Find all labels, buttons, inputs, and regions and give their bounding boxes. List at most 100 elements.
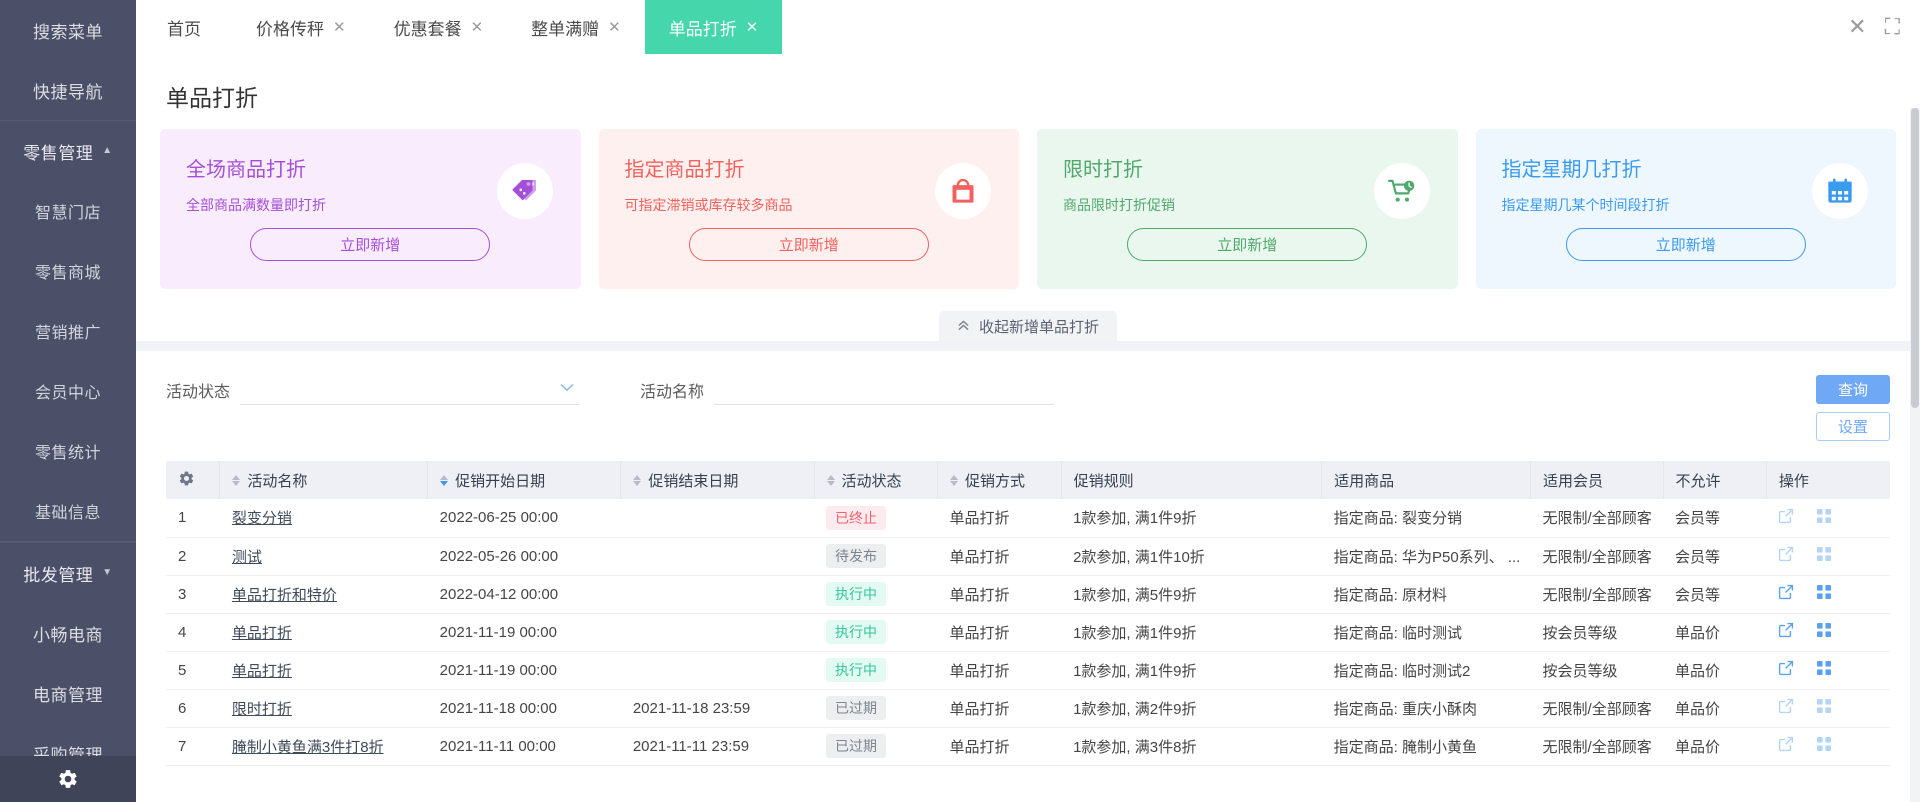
row-activity-name[interactable]: 裂变分销 bbox=[231, 510, 292, 528]
card-add-button[interactable]: 立即新增 bbox=[1565, 228, 1806, 261]
tab-3[interactable]: 整单满赠 ✕ bbox=[507, 0, 645, 54]
row-method: 单品打折 bbox=[937, 613, 1062, 652]
row-activity-name[interactable]: 单品打折和特价 bbox=[231, 586, 337, 604]
promotion-card-0: 全场商品打折 全部商品满数量即打折 立即新增 bbox=[160, 129, 581, 289]
tab-close-icon[interactable]: ✕ bbox=[745, 19, 759, 36]
sort-icon[interactable] bbox=[440, 474, 449, 486]
sidebar-item-retail-management[interactable]: 零售管理 ▲ bbox=[0, 121, 136, 181]
table-row[interactable]: 5 单品打折 2021-11-19 00:00 执行中 单品打折 1款参加, 满1件9折指… bbox=[166, 651, 1890, 690]
card-add-button[interactable]: 立即新增 bbox=[250, 228, 491, 261]
table-header-促销开始日期[interactable]: 促销开始日期 bbox=[427, 461, 622, 499]
promotion-card-1: 指定商品打折 可指定滞销或库存较多商品 立即新增 bbox=[598, 129, 1019, 289]
gear-icon[interactable] bbox=[178, 471, 195, 491]
row-operations bbox=[1778, 736, 1878, 756]
filter-name-input[interactable] bbox=[714, 375, 1055, 405]
main-area: 首页 价格传秤 ✕ 优惠套餐 ✕ 整单满赠 ✕ 单品打折 ✕ ✕ ⛶ 单品打折 全场商品打折 全部… bbox=[136, 0, 1920, 802]
row-operations bbox=[1778, 622, 1878, 642]
sidebar-divider bbox=[0, 541, 136, 542]
card-add-button[interactable]: 立即新增 bbox=[1127, 228, 1368, 261]
external-link-icon[interactable] bbox=[1778, 584, 1794, 604]
sidebar-item-basic-info[interactable]: 基础信息 bbox=[0, 481, 136, 541]
qrcode-icon[interactable] bbox=[1816, 546, 1832, 566]
page-title: 单品打折 bbox=[166, 85, 258, 111]
table-row[interactable]: 7 腌制小黄鱼满3件打8折 2021-11-11 00:00 2021-11-11 2… bbox=[166, 727, 1890, 766]
tab-0[interactable]: 首页 bbox=[136, 0, 232, 54]
row-activity-name[interactable]: 腌制小黄鱼满3件打8折 bbox=[231, 738, 384, 756]
filter-status-select[interactable] bbox=[240, 375, 581, 405]
external-link-icon[interactable] bbox=[1778, 622, 1794, 642]
tab-close-icon[interactable]: ✕ bbox=[470, 19, 484, 36]
table-row[interactable]: 2 测试 2022-05-26 00:00 待发布 单品打折 2款参加, 满1件10折 指定… bbox=[166, 537, 1890, 576]
settings-button[interactable]: 设置 bbox=[1816, 412, 1890, 441]
row-end-date bbox=[620, 575, 815, 614]
tab-close-icon[interactable]: ✕ bbox=[333, 19, 346, 36]
external-link-icon[interactable] bbox=[1778, 660, 1794, 680]
sidebar-item-xiaochang-ecommerce[interactable]: 小畅电商 bbox=[0, 603, 136, 663]
qrcode-icon[interactable] bbox=[1816, 698, 1832, 718]
sidebar-item-wholesale-management[interactable]: 批发管理 ▼ bbox=[0, 543, 136, 603]
row-end-date bbox=[620, 613, 815, 652]
cart-clock-icon bbox=[1373, 163, 1430, 219]
sidebar-item-retail-mall[interactable]: 零售商城 bbox=[0, 241, 136, 301]
sidebar-item-smart-store[interactable]: 智慧门店 bbox=[0, 181, 136, 241]
page-scrollbar-thumb[interactable] bbox=[1911, 108, 1919, 408]
row-activity-name[interactable]: 测试 bbox=[231, 548, 262, 566]
sidebar-item-quick-nav[interactable]: 快捷导航 bbox=[0, 60, 136, 120]
tab-4[interactable]: 单品打折 ✕ bbox=[644, 0, 783, 54]
external-link-icon[interactable] bbox=[1778, 546, 1794, 566]
row-method: 单品打折 bbox=[937, 499, 1062, 538]
table-row[interactable]: 4 单品打折 2021-11-19 00:00 执行中 单品打折 1款参加, 满1件9折指… bbox=[166, 613, 1890, 652]
row-activity-name[interactable]: 限时打折 bbox=[231, 700, 292, 718]
table-header-settings bbox=[166, 461, 221, 499]
tab-2[interactable]: 优惠套餐 ✕ bbox=[370, 0, 508, 54]
sidebar-item-marketing-promotion[interactable]: 营销推广 bbox=[0, 301, 136, 361]
table-row[interactable]: 3 单品打折和特价 2022-04-12 00:00 执行中 单品打折 1款参加, 满5件… bbox=[166, 575, 1890, 614]
page-scrollbar[interactable] bbox=[1910, 108, 1920, 802]
qrcode-icon[interactable] bbox=[1816, 736, 1832, 756]
query-button[interactable]: 查询 bbox=[1816, 375, 1890, 404]
sidebar-item-member-center[interactable]: 会员中心 bbox=[0, 361, 136, 421]
tab-close-icon[interactable]: ✕ bbox=[608, 19, 621, 36]
external-link-icon[interactable] bbox=[1778, 736, 1794, 756]
table-header-活动名称[interactable]: 活动名称 bbox=[219, 461, 429, 499]
external-link-icon[interactable] bbox=[1778, 508, 1794, 528]
qrcode-icon[interactable] bbox=[1816, 622, 1832, 642]
sidebar-item-ecommerce-management[interactable]: 电商管理 bbox=[0, 663, 136, 723]
row-activity-name[interactable]: 单品打折 bbox=[231, 662, 292, 680]
collapse-new-discount-button[interactable]: 收起新增单品打折 bbox=[938, 311, 1117, 341]
qrcode-icon[interactable] bbox=[1816, 508, 1832, 528]
sidebar: 搜索菜单 快捷导航 零售管理 ▲ 智慧门店零售商城 营销推广 会员中心 零售统计 基础信息 批发管… bbox=[0, 0, 136, 802]
external-link-icon[interactable] bbox=[1778, 698, 1794, 718]
card-add-button[interactable]: 立即新增 bbox=[688, 228, 929, 261]
row-index: 2 bbox=[166, 537, 220, 576]
table-header-label: 促销方式 bbox=[965, 472, 1026, 490]
sidebar-item-label: 小畅电商 bbox=[33, 625, 103, 645]
row-rule: 1款参加, 满1件9折 bbox=[1061, 613, 1322, 652]
row-end-date: 2021-11-11 23:59 bbox=[620, 727, 815, 766]
sort-icon[interactable] bbox=[232, 474, 241, 486]
row-activity-name[interactable]: 单品打折 bbox=[231, 624, 292, 642]
tab-label: 整单满赠 bbox=[531, 19, 600, 39]
sidebar-settings-button[interactable] bbox=[0, 756, 136, 802]
qrcode-icon[interactable] bbox=[1816, 584, 1832, 604]
row-disallow: 单品价 bbox=[1663, 727, 1767, 766]
row-end-date: 2021-11-18 23:59 bbox=[620, 689, 815, 728]
tab-1[interactable]: 价格传秤 ✕ bbox=[232, 0, 370, 54]
sort-icon[interactable] bbox=[826, 474, 835, 486]
sidebar-divider bbox=[0, 120, 136, 121]
table-row[interactable]: 6 限时打折 2021-11-18 00:00 2021-11-18 23:59 已过期… bbox=[166, 689, 1890, 728]
close-icon[interactable]: ✕ bbox=[1848, 14, 1867, 39]
table-header-促销结束日期[interactable]: 促销结束日期 bbox=[620, 461, 815, 499]
sidebar-item-retail-statistics[interactable]: 零售统计 bbox=[0, 421, 136, 481]
sidebar-item-search-menu[interactable]: 搜索菜单 bbox=[0, 0, 136, 60]
table-row[interactable]: 1 裂变分销 2022-06-25 00:00 已终止 单品打折 1款参加, 满1件9折指… bbox=[166, 499, 1890, 538]
maximize-icon[interactable]: ⛶ bbox=[1884, 14, 1900, 39]
sidebar-item-label: 智慧门店 bbox=[34, 205, 101, 222]
sort-icon[interactable] bbox=[633, 474, 642, 486]
row-members: 无限制/全部顾客 bbox=[1530, 499, 1664, 538]
qrcode-icon[interactable] bbox=[1816, 660, 1832, 680]
table-header-活动状态[interactable]: 活动状态 bbox=[814, 461, 939, 499]
chevron-down-icon: ▼ bbox=[102, 567, 113, 578]
table-header-促销方式[interactable]: 促销方式 bbox=[937, 461, 1062, 499]
sort-icon[interactable] bbox=[950, 474, 959, 486]
